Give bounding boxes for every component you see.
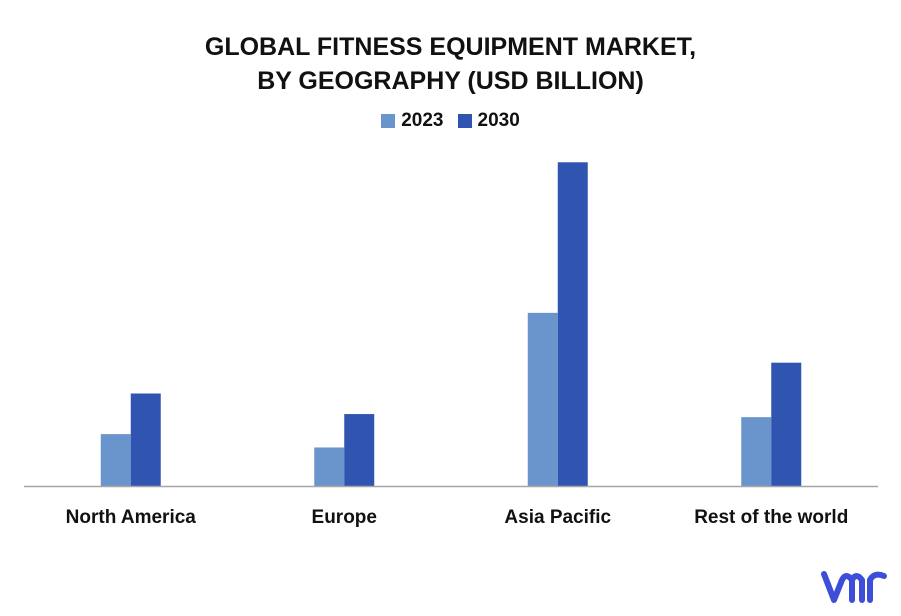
x-tick-label: Rest of the world (694, 507, 848, 528)
vmr-logo-icon (821, 571, 887, 603)
bar-2023-asia-pacific (527, 312, 558, 486)
chart-title-line-1: GLOBAL FITNESS EQUIPMENT MARKET, (204, 33, 697, 61)
chart-title: GLOBAL FITNESS EQUIPMENT MARKET, BY GEOG… (0, 30, 901, 98)
chart-legend: 2023 2030 (0, 110, 901, 132)
vmr-logo-mark (821, 571, 887, 603)
bar-2023-rest-of-the-world (741, 417, 772, 486)
bar-2030-rest-of-the-world (771, 362, 802, 486)
chart-title-line-2: BY GEOGRAPHY (USD BILLION) (257, 67, 644, 95)
legend-item-2023: 2023 (381, 110, 444, 132)
bar-2030-europe (344, 414, 375, 486)
bar-2023-europe (314, 447, 345, 486)
legend-swatch-2023 (381, 114, 396, 128)
legend-label-2030: 2030 (477, 110, 520, 131)
legend-item-2030: 2030 (457, 110, 520, 132)
legend-swatch-2030 (457, 114, 472, 128)
legend-label-2023: 2023 (401, 110, 444, 131)
bar-2030-north-america (130, 393, 161, 486)
bar-2023-north-america (100, 434, 131, 486)
bar-2030-asia-pacific (557, 162, 588, 486)
x-tick-label: North America (66, 507, 197, 528)
x-tick-label: Asia Pacific (504, 507, 611, 528)
x-tick-label: Europe (312, 507, 377, 528)
